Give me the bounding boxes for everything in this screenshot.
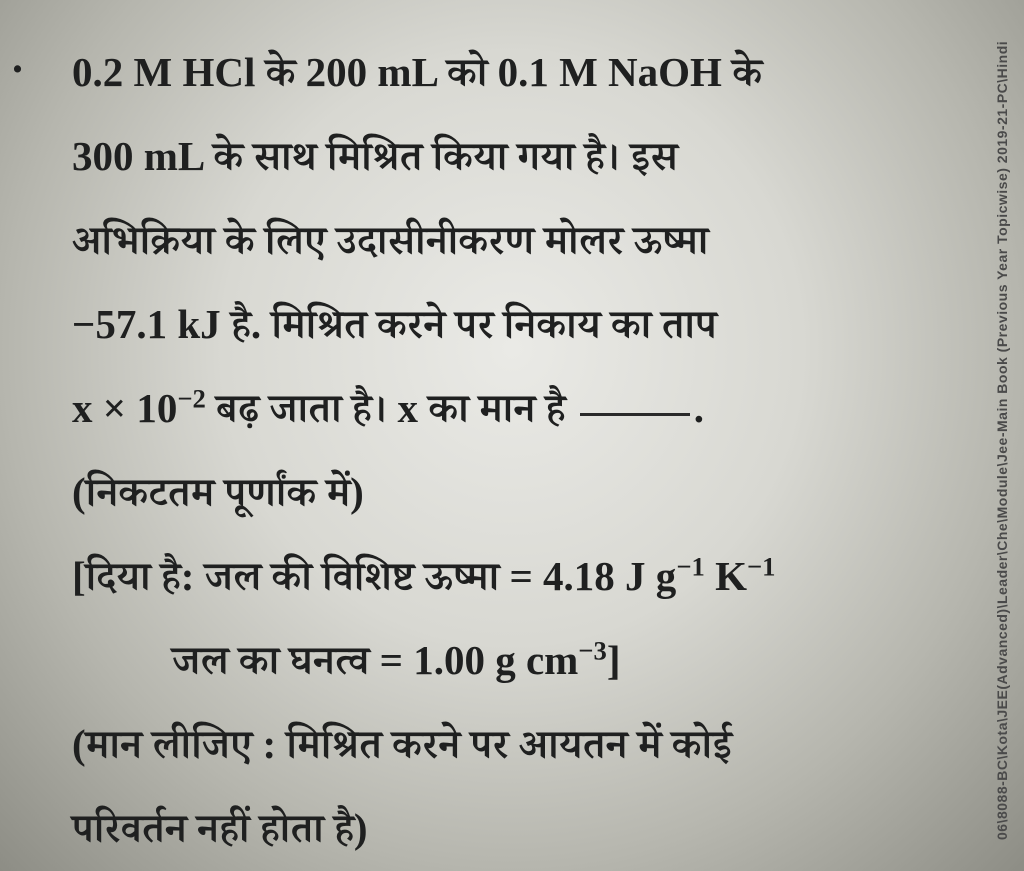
text-line-7a: [दिया है: जल की विशिष्ट ऊष्मा = 4.18 J g	[72, 553, 676, 599]
text-line-8: जल का घनत्व = 1.00 g cm−3]	[172, 618, 902, 702]
text-line-8b: ]	[607, 637, 621, 683]
text-line-5: x × 10−2 बढ़ जाता है। x का मान है .	[72, 366, 902, 450]
footer-file-path: 06\8088-BC\Kota\JEE(Advanced)\Leader\Che…	[994, 80, 1018, 840]
text-line-9: (मान लीजिए : मिश्रित करने पर आयतन में को…	[72, 702, 902, 786]
exponent-minus-2: −2	[177, 384, 206, 414]
exponent-k-minus-1: −1	[747, 552, 776, 582]
text-line-5b: बढ़ जाता है। x का मान है	[206, 385, 576, 431]
text-line-7b: K	[705, 553, 747, 599]
exponent-cm-minus-3: −3	[578, 636, 607, 666]
answer-blank	[580, 413, 690, 416]
text-line-6: (निकटतम पूर्णांक में)	[72, 450, 902, 534]
question-body: 0.2 M HCl के 200 mL को 0.1 M NaOH के 300…	[72, 30, 902, 870]
text-line-4: −57.1 kJ है. मिश्रित करने पर निकाय का ता…	[72, 282, 902, 366]
text-line-5a: x × 10	[72, 385, 177, 431]
text-line-5c: .	[694, 385, 704, 431]
question-number-marker: .	[12, 32, 23, 83]
text-line-2: 300 mL के साथ मिश्रित किया गया है। इस	[72, 114, 902, 198]
text-line-7: [दिया है: जल की विशिष्ट ऊष्मा = 4.18 J g…	[72, 534, 902, 618]
text-line-8a: जल का घनत्व = 1.00 g cm	[172, 637, 578, 683]
text-line-1: 0.2 M HCl के 200 mL को 0.1 M NaOH के	[72, 30, 902, 114]
text-line-10: परिवर्तन नहीं होता है)	[72, 786, 902, 870]
exponent-g-minus-1: −1	[676, 552, 705, 582]
text-line-3: अभिक्रिया के लिए उदासीनीकरण मोलर ऊष्मा	[72, 198, 902, 282]
